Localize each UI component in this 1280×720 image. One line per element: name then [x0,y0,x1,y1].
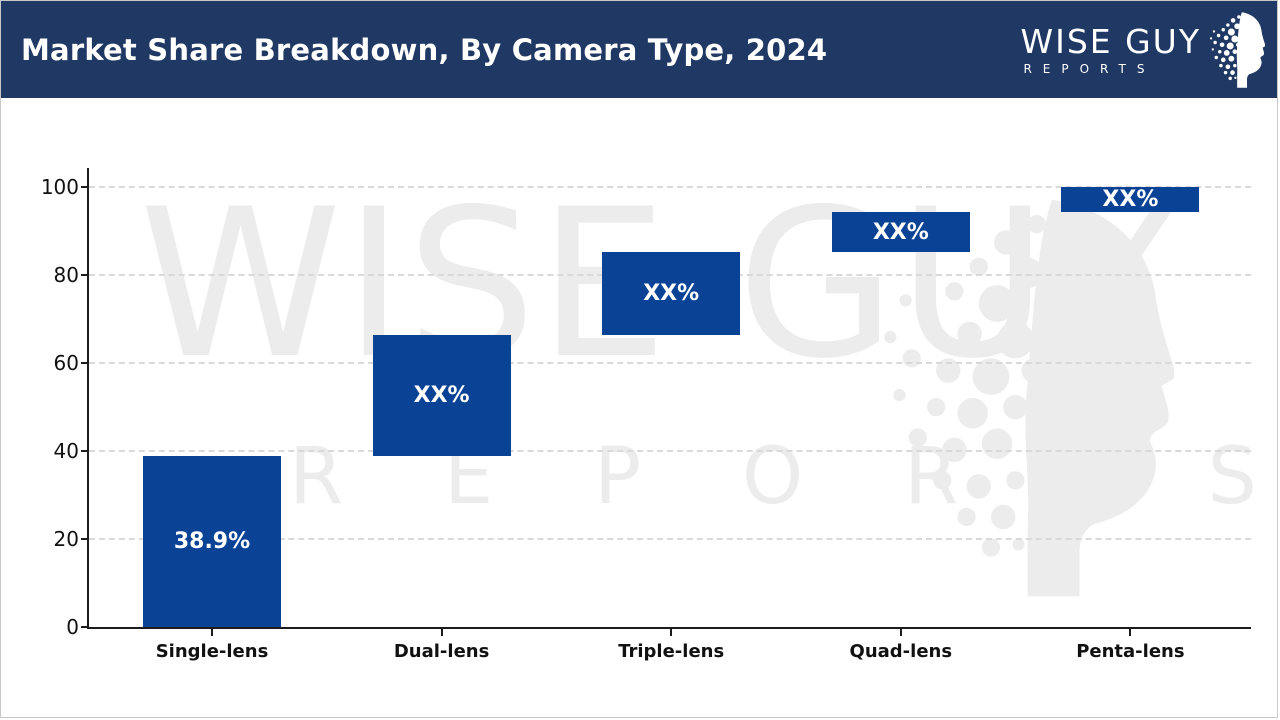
brand-wordmark: WISE GUY [1020,21,1201,61]
face-dot [1211,47,1214,51]
face-dot [1223,35,1229,40]
y-axis-tick-label: 40 [53,439,79,463]
y-axis-tick-label: 80 [53,263,79,287]
x-axis-tick [211,629,213,636]
face-dot [1219,63,1223,67]
y-axis-line [87,168,89,629]
x-axis-category-label: Single-lens [155,641,269,662]
face-dot [1214,55,1219,59]
gridline [89,538,1251,540]
brand-face-dots-icon [1209,11,1265,88]
x-axis-tick [440,629,443,636]
face-dot [1212,29,1216,33]
x-axis-category-label: Quad-lens [849,641,953,662]
face-dot [1237,14,1241,19]
x-axis-category-label: Triple-lens [618,641,725,662]
face-dot [1213,40,1217,44]
bar-value-label: XX% [872,219,929,245]
y-axis-tick-label: 60 [53,351,79,375]
bar-value-label: XX% [643,281,700,307]
brand-subtext: REPORTS [1023,61,1156,76]
y-axis-tick [81,186,89,188]
face-dot [1234,22,1241,29]
face-dot [1238,30,1243,35]
gridline [89,186,1251,188]
y-axis-tick-label: 0 [66,615,79,639]
x-axis-line [87,627,1251,629]
face-dot [1231,35,1239,42]
y-axis-tick [81,274,89,276]
x-axis-tick [899,629,902,636]
face-dot [1221,27,1225,31]
face-dot [1226,22,1230,27]
face-profile-shape [1236,11,1265,88]
page-title: Market Share Breakdown, By Camera Type, … [21,32,828,67]
face-dot [1219,41,1225,47]
face-dot [1218,49,1222,53]
face-dot [1230,17,1236,23]
brand-logo-text: WISE GUY REPORTS [1020,25,1201,75]
x-axis-tick [670,629,673,636]
face-dot [1223,49,1230,56]
y-axis-tick [81,450,89,452]
face-dot [1227,28,1235,35]
y-axis-tick-label: 100 [40,175,79,199]
face-dot [1225,64,1231,69]
bar-value-label: XX% [413,383,470,409]
header: Market Share Breakdown, By Camera Type, … [1,1,1277,98]
face-dot [1223,70,1228,74]
bar-segment: XX% [1061,187,1200,213]
gridline [89,450,1251,452]
gridline [89,362,1251,364]
y-axis-tick [81,538,89,540]
face-dot [1243,25,1248,30]
brand-face-group [1209,11,1265,88]
face-dot [1226,41,1234,49]
y-axis-tick [81,362,89,364]
bar-segment: XX% [831,212,970,253]
x-axis-category-label: Penta-lens [1076,641,1185,662]
bar-value-label: 38.9% [173,528,251,554]
y-axis-tick [81,626,89,628]
face-dot [1233,63,1237,67]
bar-segment: 38.9% [143,455,281,627]
face-dot [1216,33,1221,37]
x-axis-tick [1129,629,1132,636]
face-dot [1232,48,1238,54]
face-dot [1228,76,1232,80]
x-axis-category-label: Dual-lens [393,641,490,662]
bar-value-label: XX% [1102,187,1159,213]
face-dot [1236,41,1241,47]
bar-segment: XX% [602,252,741,336]
y-axis-tick-label: 20 [53,527,79,551]
bar-segment: XX% [372,335,511,456]
face-dot [1230,69,1235,75]
brand-logo: WISE GUY REPORTS [1020,10,1277,90]
face-dot [1241,19,1246,24]
face-dot [1241,36,1245,41]
face-dot [1234,76,1237,79]
face-dot [1209,36,1213,40]
face-dot [1228,55,1235,62]
face-dot [1220,57,1226,62]
